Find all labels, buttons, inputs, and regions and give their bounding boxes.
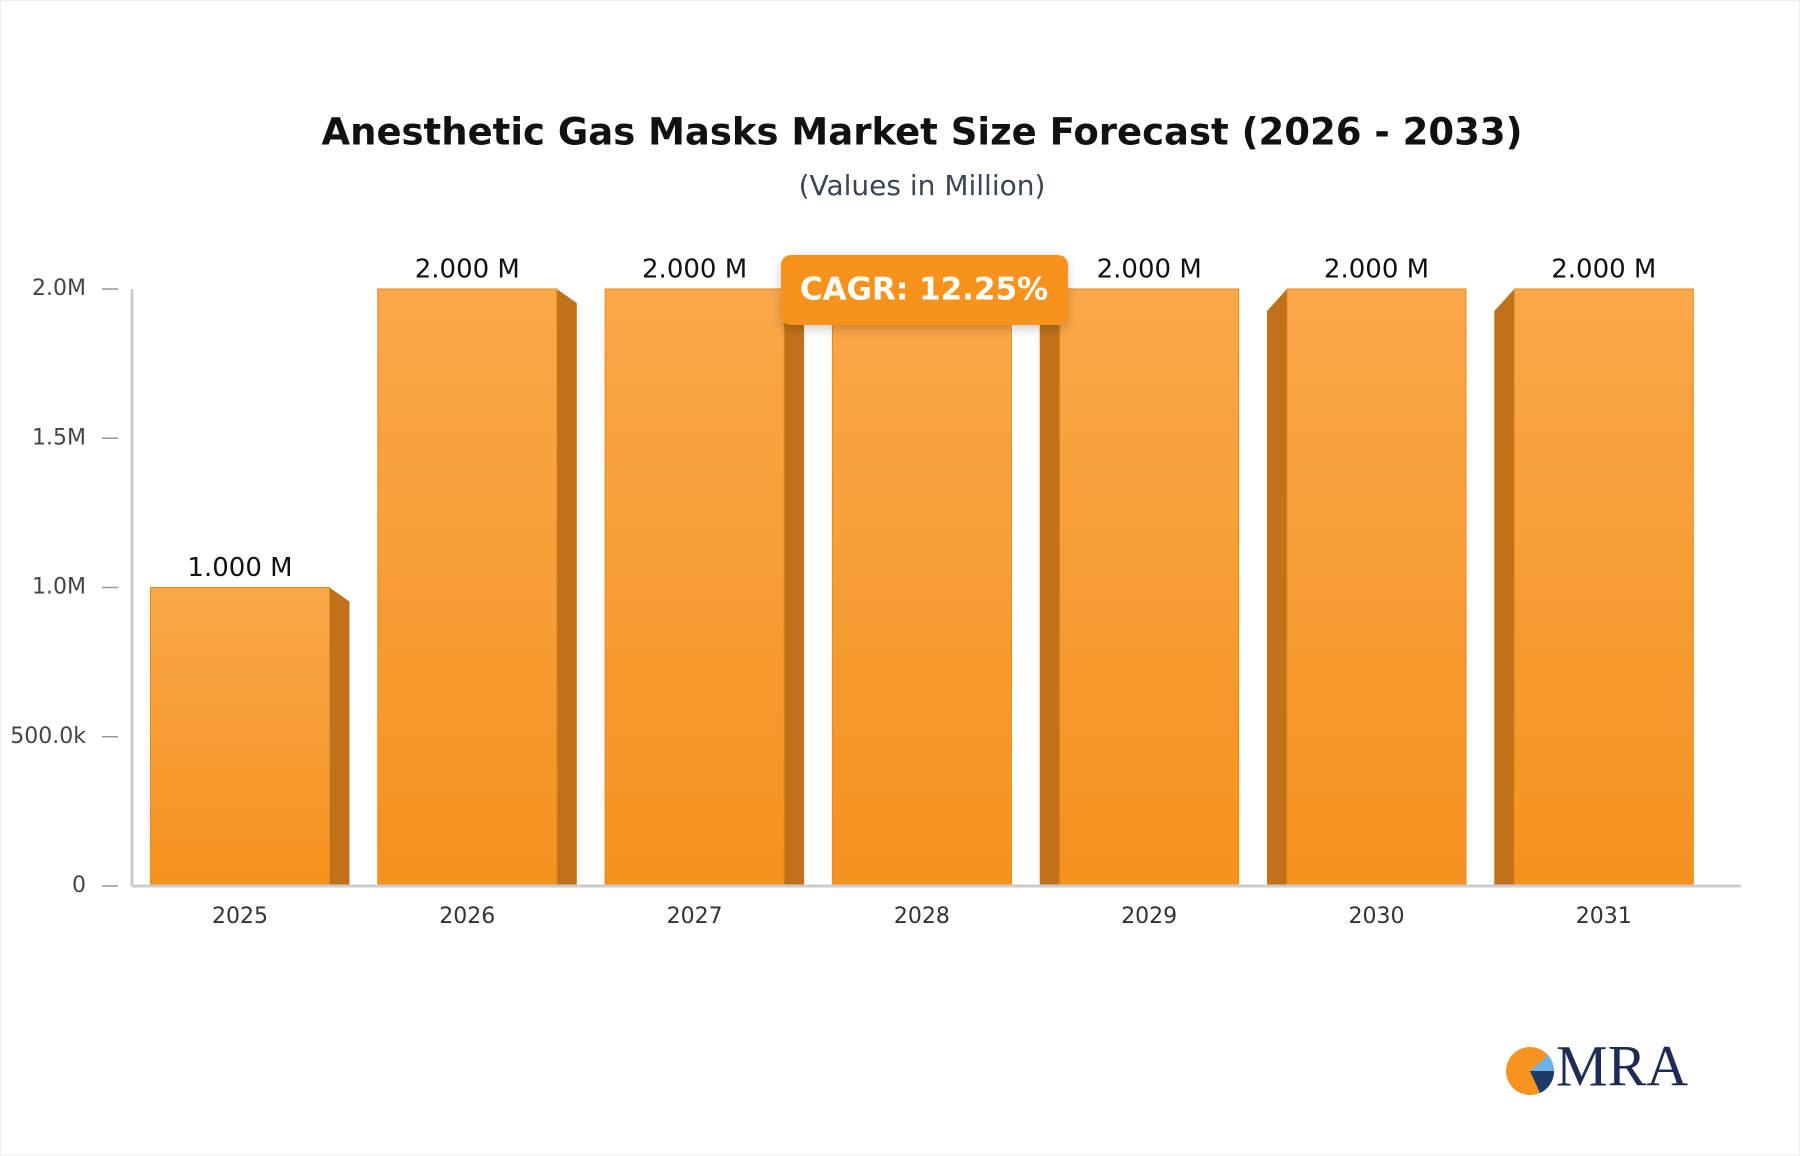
bar	[1059, 288, 1240, 887]
cagr-box	[781, 255, 1068, 325]
logo-icon-slice	[1530, 1055, 1555, 1071]
bar-side	[1267, 289, 1287, 886]
x-tick-label: 2027	[667, 904, 723, 929]
logo: MRA	[1506, 1033, 1688, 1098]
bar-side	[1039, 289, 1060, 886]
bar-side	[556, 289, 577, 886]
y-tick-label: 0	[72, 873, 86, 898]
x-tick-label: 2029	[1121, 904, 1177, 929]
x-tick-label: 2025	[212, 904, 268, 929]
y-tick-label: 1.0M	[32, 575, 86, 600]
x-tick-label: 2026	[439, 904, 495, 929]
logo-text: MRA	[1556, 1033, 1688, 1098]
bar	[1513, 288, 1694, 887]
value-label: 2.000 M	[1551, 255, 1656, 285]
chart-subtitle: (Values in Million)	[799, 169, 1046, 202]
bar	[604, 288, 785, 887]
value-label: 2.000 M	[1097, 255, 1202, 285]
y-tick-label: 500.0k	[10, 724, 86, 749]
bar-side	[1494, 289, 1515, 886]
y-tick-label: 2.0M	[32, 276, 86, 301]
x-tick-label: 2028	[894, 904, 950, 929]
logo-icon-slice	[1530, 1071, 1555, 1093]
bar	[377, 288, 558, 887]
bar	[150, 587, 330, 887]
value-label: 1.000 M	[187, 553, 292, 583]
bar-side	[784, 289, 805, 886]
value-label: 2.000 M	[415, 255, 520, 285]
bar-side	[329, 587, 350, 886]
y-tick-label: 1.5M	[32, 425, 86, 450]
cagr-text: CAGR: 12.25%	[800, 272, 1048, 308]
chart-title: Anesthetic Gas Masks Market Size Forecas…	[321, 111, 1522, 154]
x-tick-label: 2031	[1576, 904, 1632, 929]
bar	[831, 288, 1012, 887]
cagr-badge: CAGR: 12.25%	[781, 255, 1068, 325]
value-label: 2.000 M	[1324, 255, 1429, 285]
x-tick-label: 2030	[1349, 904, 1405, 929]
bar	[1286, 288, 1467, 887]
value-label: 2.000 M	[642, 255, 747, 285]
